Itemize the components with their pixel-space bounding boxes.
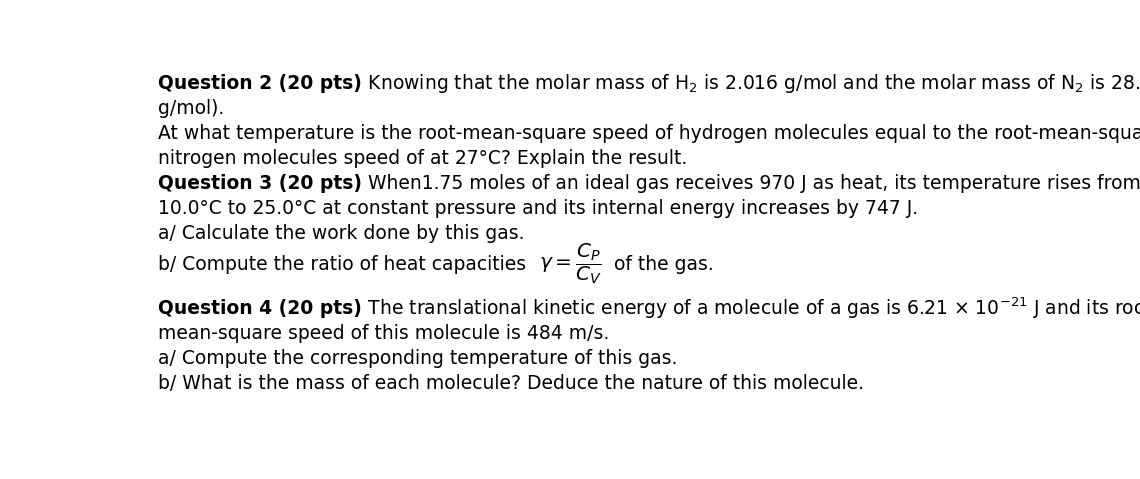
Text: mean-square speed of this molecule is 484 m/s.: mean-square speed of this molecule is 48… [158,324,610,343]
Text: Knowing that the molar mass of H$_2$ is 2.016 g/mol and the molar mass of N$_2$ : Knowing that the molar mass of H$_2$ is … [363,72,1140,95]
Text: $\gamma = \dfrac{C_P}{C_V}$: $\gamma = \dfrac{C_P}{C_V}$ [538,241,602,286]
Text: a/ Compute the corresponding temperature of this gas.: a/ Compute the corresponding temperature… [158,349,678,368]
Text: Question 4 (20 pts): Question 4 (20 pts) [158,299,363,318]
Text: 10.0°C to 25.0°C at constant pressure and its internal energy increases by 747 J: 10.0°C to 25.0°C at constant pressure an… [158,199,919,218]
Text: of the gas.: of the gas. [602,254,714,274]
Text: a/ Calculate the work done by this gas.: a/ Calculate the work done by this gas. [158,224,524,243]
Text: When1.75 moles of an ideal gas receives 970 J as heat, its temperature rises fro: When1.75 moles of an ideal gas receives … [363,174,1140,193]
Text: At what temperature is the root-mean-square speed of hydrogen molecules equal to: At what temperature is the root-mean-squ… [158,124,1140,143]
Text: The translational kinetic energy of a molecule of a gas is 6.21 × 10$^{-21}$ J a: The translational kinetic energy of a mo… [363,296,1140,321]
Text: b/ Compute the ratio of heat capacities: b/ Compute the ratio of heat capacities [158,254,538,274]
Text: b/ What is the mass of each molecule? Deduce the nature of this molecule.: b/ What is the mass of each molecule? De… [158,374,864,393]
Text: Question 2 (20 pts): Question 2 (20 pts) [158,74,363,93]
Text: nitrogen molecules speed of at 27°C? Explain the result.: nitrogen molecules speed of at 27°C? Exp… [158,149,687,168]
Text: g/mol).: g/mol). [158,99,225,118]
Text: Question 3 (20 pts): Question 3 (20 pts) [158,174,363,193]
